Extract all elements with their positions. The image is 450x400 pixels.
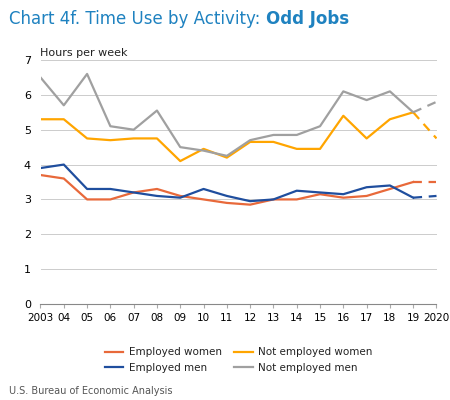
Text: Chart 4f. Time Use by Activity:: Chart 4f. Time Use by Activity: [9,10,266,28]
Text: Hours per week: Hours per week [40,48,128,58]
Legend: Employed women, Employed men, Not employed women, Not employed men: Employed women, Employed men, Not employ… [100,343,377,377]
Text: Odd Jobs: Odd Jobs [266,10,349,28]
Text: U.S. Bureau of Economic Analysis: U.S. Bureau of Economic Analysis [9,386,172,396]
